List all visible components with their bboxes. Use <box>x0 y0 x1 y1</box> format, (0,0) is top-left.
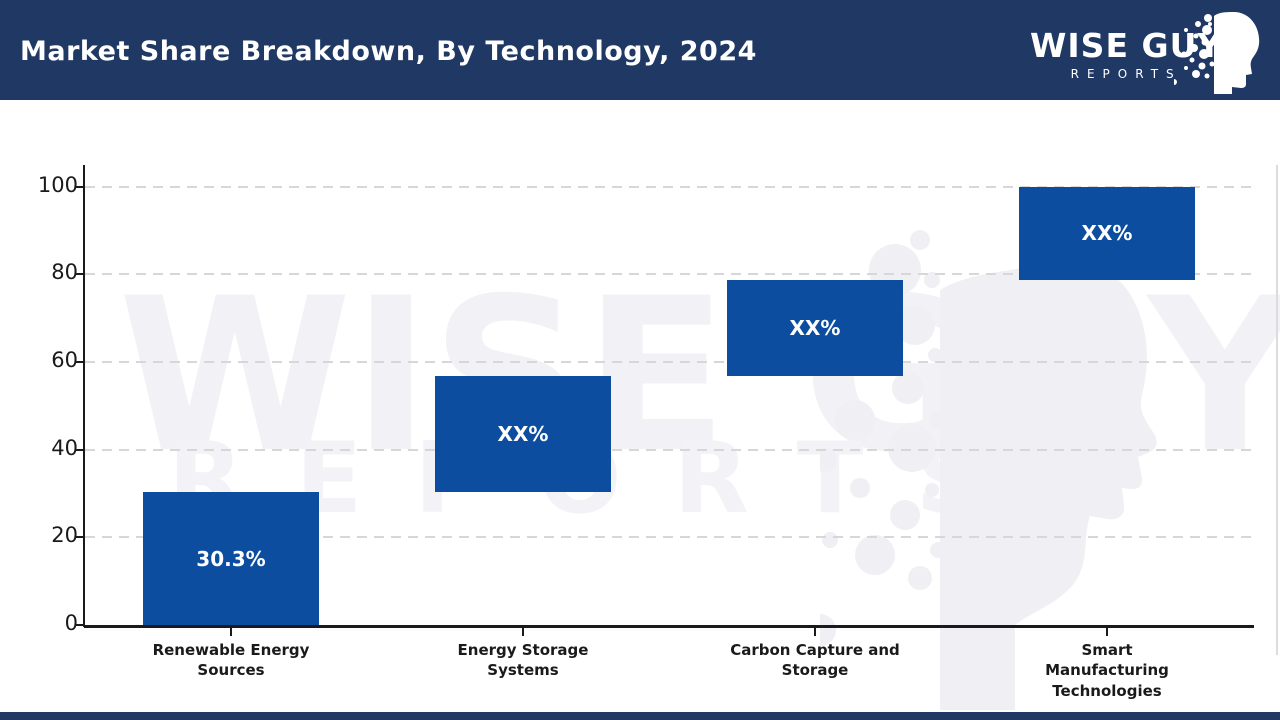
y-tick-mark-40 <box>76 448 84 451</box>
bar-segment: XX% <box>727 280 903 377</box>
x-tick-mark <box>814 628 816 636</box>
x-category-line: Renewable Energy <box>152 641 310 659</box>
x-category-label: Carbon Capture and Storage <box>685 640 945 681</box>
bar-segment: XX% <box>1019 186 1195 281</box>
gridline-80 <box>85 273 1253 276</box>
y-tick-label-0: 0 <box>64 611 78 635</box>
x-tick-mark <box>230 628 232 636</box>
right-border <box>1276 165 1278 655</box>
gridline-60 <box>85 360 1253 363</box>
x-category-line: Smart <box>1081 641 1133 659</box>
x-category-line: Manufacturing <box>1045 661 1169 680</box>
bar-value-label: XX% <box>1081 221 1133 246</box>
y-tick-mark-0 <box>76 624 84 626</box>
y-tick-mark-100 <box>76 185 84 188</box>
page-title: Market Share Breakdown, By Technology, 2… <box>20 36 757 67</box>
x-tick-mark <box>1106 628 1108 636</box>
y-tick-mark-60 <box>76 360 84 363</box>
x-category-label: Renewable Energy Sources <box>101 640 361 681</box>
gridline-40 <box>85 448 1253 451</box>
y-tick-label-20: 20 <box>51 523 78 548</box>
x-category-line: Sources <box>197 661 265 680</box>
logo-face-icon <box>1174 12 1260 94</box>
x-tick-mark <box>522 628 524 636</box>
bar-segment: 30.3% <box>143 492 319 625</box>
y-axis <box>83 165 85 627</box>
y-tick-label-80: 80 <box>51 260 78 285</box>
x-category-line: Storage <box>781 661 849 680</box>
y-tick-label-40: 40 <box>51 435 78 460</box>
x-category-line: Systems <box>487 661 559 680</box>
plot-area: 30.3% XX% XX% XX% <box>85 165 1253 625</box>
x-category-line: Technologies <box>1052 681 1162 700</box>
bar-value-label: XX% <box>789 316 841 341</box>
gridline-100 <box>85 185 1253 188</box>
chart-area: WISE GUY REPORTS 30.3%XX%XX%XX% 02040608… <box>0 100 1280 712</box>
wise-guy-reports-logo: WISE GUY REPORTS <box>1012 8 1262 94</box>
header-bar: Market Share Breakdown, By Technology, 2… <box>0 0 1280 100</box>
logo-text: WISE GUY REPORTS <box>1030 26 1222 81</box>
x-category-line: Energy Storage <box>457 641 589 659</box>
footer-bar <box>0 712 1280 720</box>
logo-subtitle: REPORTS <box>1070 67 1182 81</box>
x-category-label: Energy Storage Systems <box>393 640 653 681</box>
bar-value-label: XX% <box>497 422 549 447</box>
x-category-label: Smart Manufacturing Technologies <box>977 640 1237 701</box>
x-category-line: Carbon Capture and <box>730 641 900 659</box>
y-tick-mark-80 <box>76 273 84 276</box>
y-tick-mark-20 <box>76 536 84 539</box>
gridline-20 <box>85 536 1253 539</box>
logo-wordmark: WISE GUY <box>1030 26 1223 65</box>
bar-segment: XX% <box>435 376 611 493</box>
x-axis <box>84 625 1254 628</box>
bar-value-label: 30.3% <box>196 546 266 571</box>
y-tick-label-60: 60 <box>51 347 78 372</box>
y-tick-label-100: 100 <box>37 172 78 197</box>
